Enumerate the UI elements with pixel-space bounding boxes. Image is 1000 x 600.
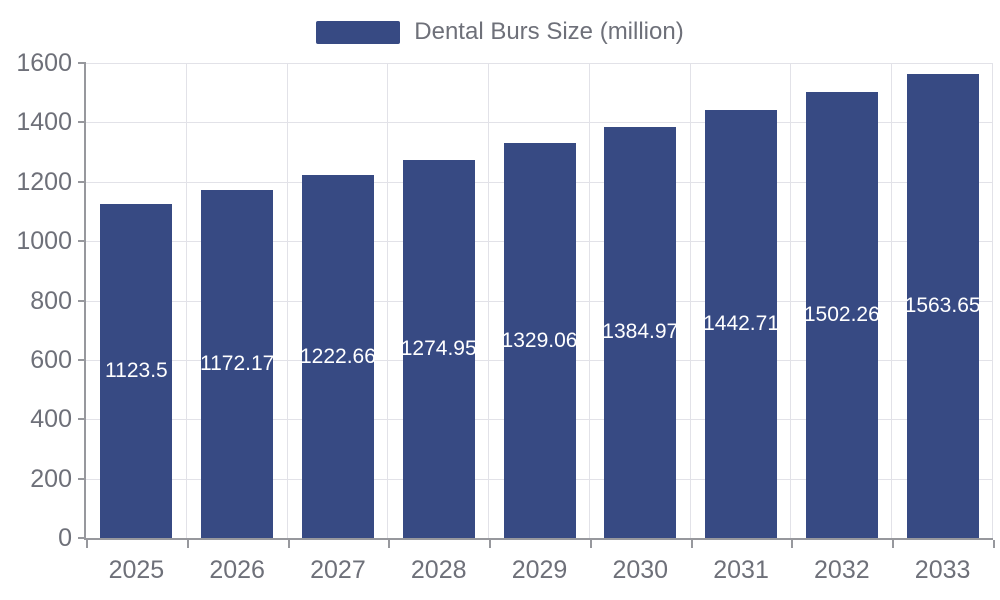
x-axis-tick-mark bbox=[86, 540, 88, 548]
y-axis-tick-mark bbox=[78, 299, 86, 302]
y-axis-tick-label: 800 bbox=[30, 286, 72, 315]
y-axis-tick-mark bbox=[78, 477, 86, 480]
x-axis-tick-mark bbox=[388, 540, 391, 548]
x-axis-tick-label: 2027 bbox=[310, 556, 366, 584]
legend-item[interactable]: Dental Burs Size (million) bbox=[0, 18, 1000, 46]
bar-2032 bbox=[805, 92, 878, 538]
x-axis-tick-label: 2033 bbox=[914, 556, 971, 584]
x-gridline bbox=[992, 63, 993, 538]
y-gridline bbox=[86, 122, 993, 124]
x-gridline bbox=[387, 63, 389, 538]
y-axis-tick-label: 1600 bbox=[16, 49, 72, 77]
x-gridline bbox=[286, 63, 288, 538]
y-axis-tick-mark bbox=[78, 180, 86, 183]
bar-2030 bbox=[604, 126, 677, 538]
x-axis-tick-mark bbox=[589, 540, 592, 548]
x-axis-tick-label: 2030 bbox=[612, 556, 669, 584]
y-axis-tick-label: 1400 bbox=[16, 108, 72, 137]
y-axis-line bbox=[84, 63, 86, 540]
bar-2028 bbox=[402, 159, 475, 538]
legend-label: Dental Burs Size (million) bbox=[414, 18, 684, 45]
bar-2025 bbox=[100, 204, 173, 538]
y-axis-tick-mark bbox=[78, 121, 86, 124]
x-axis-tick-label: 2029 bbox=[511, 556, 568, 584]
y-axis-tick-mark bbox=[78, 240, 86, 243]
y-axis-tick-mark bbox=[78, 418, 86, 421]
x-axis-tick-mark bbox=[287, 540, 290, 548]
y-axis-tick-label: 1000 bbox=[16, 227, 72, 256]
y-axis-tick-label: 0 bbox=[58, 524, 72, 552]
x-gridline bbox=[689, 63, 691, 538]
x-axis-tick-label: 2032 bbox=[814, 556, 870, 584]
x-gridline bbox=[488, 63, 490, 538]
y-axis-tick-label: 200 bbox=[30, 464, 72, 493]
plot-area: 1123.5 1172.17 1222.66 1274.95 1329.06 1384.9… bbox=[86, 63, 993, 538]
bar-2026 bbox=[201, 190, 274, 538]
y-axis-tick-label: 400 bbox=[30, 405, 72, 434]
x-gridline bbox=[891, 63, 893, 538]
x-axis-tick-label: 2025 bbox=[108, 556, 165, 584]
y-axis-tick-mark bbox=[78, 62, 86, 64]
y-gridline bbox=[86, 63, 993, 64]
x-axis-tick-mark bbox=[690, 540, 693, 548]
x-axis-tick-mark bbox=[489, 540, 492, 548]
legend-swatch bbox=[316, 20, 401, 44]
bar-2033 bbox=[906, 73, 979, 538]
x-axis-line bbox=[84, 538, 993, 540]
x-axis-tick-label: 2028 bbox=[410, 556, 467, 584]
bar-2027 bbox=[301, 175, 374, 538]
y-axis-tick-label: 600 bbox=[30, 345, 72, 374]
x-axis-tick-mark bbox=[186, 540, 189, 548]
y-axis-tick-mark bbox=[78, 537, 86, 539]
x-axis-tick-mark bbox=[993, 540, 995, 548]
x-axis-tick-label: 2031 bbox=[713, 556, 769, 584]
x-axis-tick-label: 2026 bbox=[209, 556, 265, 584]
y-axis-tick-label: 1200 bbox=[16, 167, 72, 196]
x-gridline bbox=[185, 63, 187, 538]
y-axis-tick-mark bbox=[78, 358, 86, 361]
x-axis-tick-mark bbox=[791, 540, 794, 548]
bar-2029 bbox=[503, 143, 576, 538]
bar-2031 bbox=[705, 109, 778, 538]
x-axis-tick-mark bbox=[892, 540, 895, 548]
x-gridline bbox=[790, 63, 792, 538]
x-gridline bbox=[588, 63, 590, 538]
